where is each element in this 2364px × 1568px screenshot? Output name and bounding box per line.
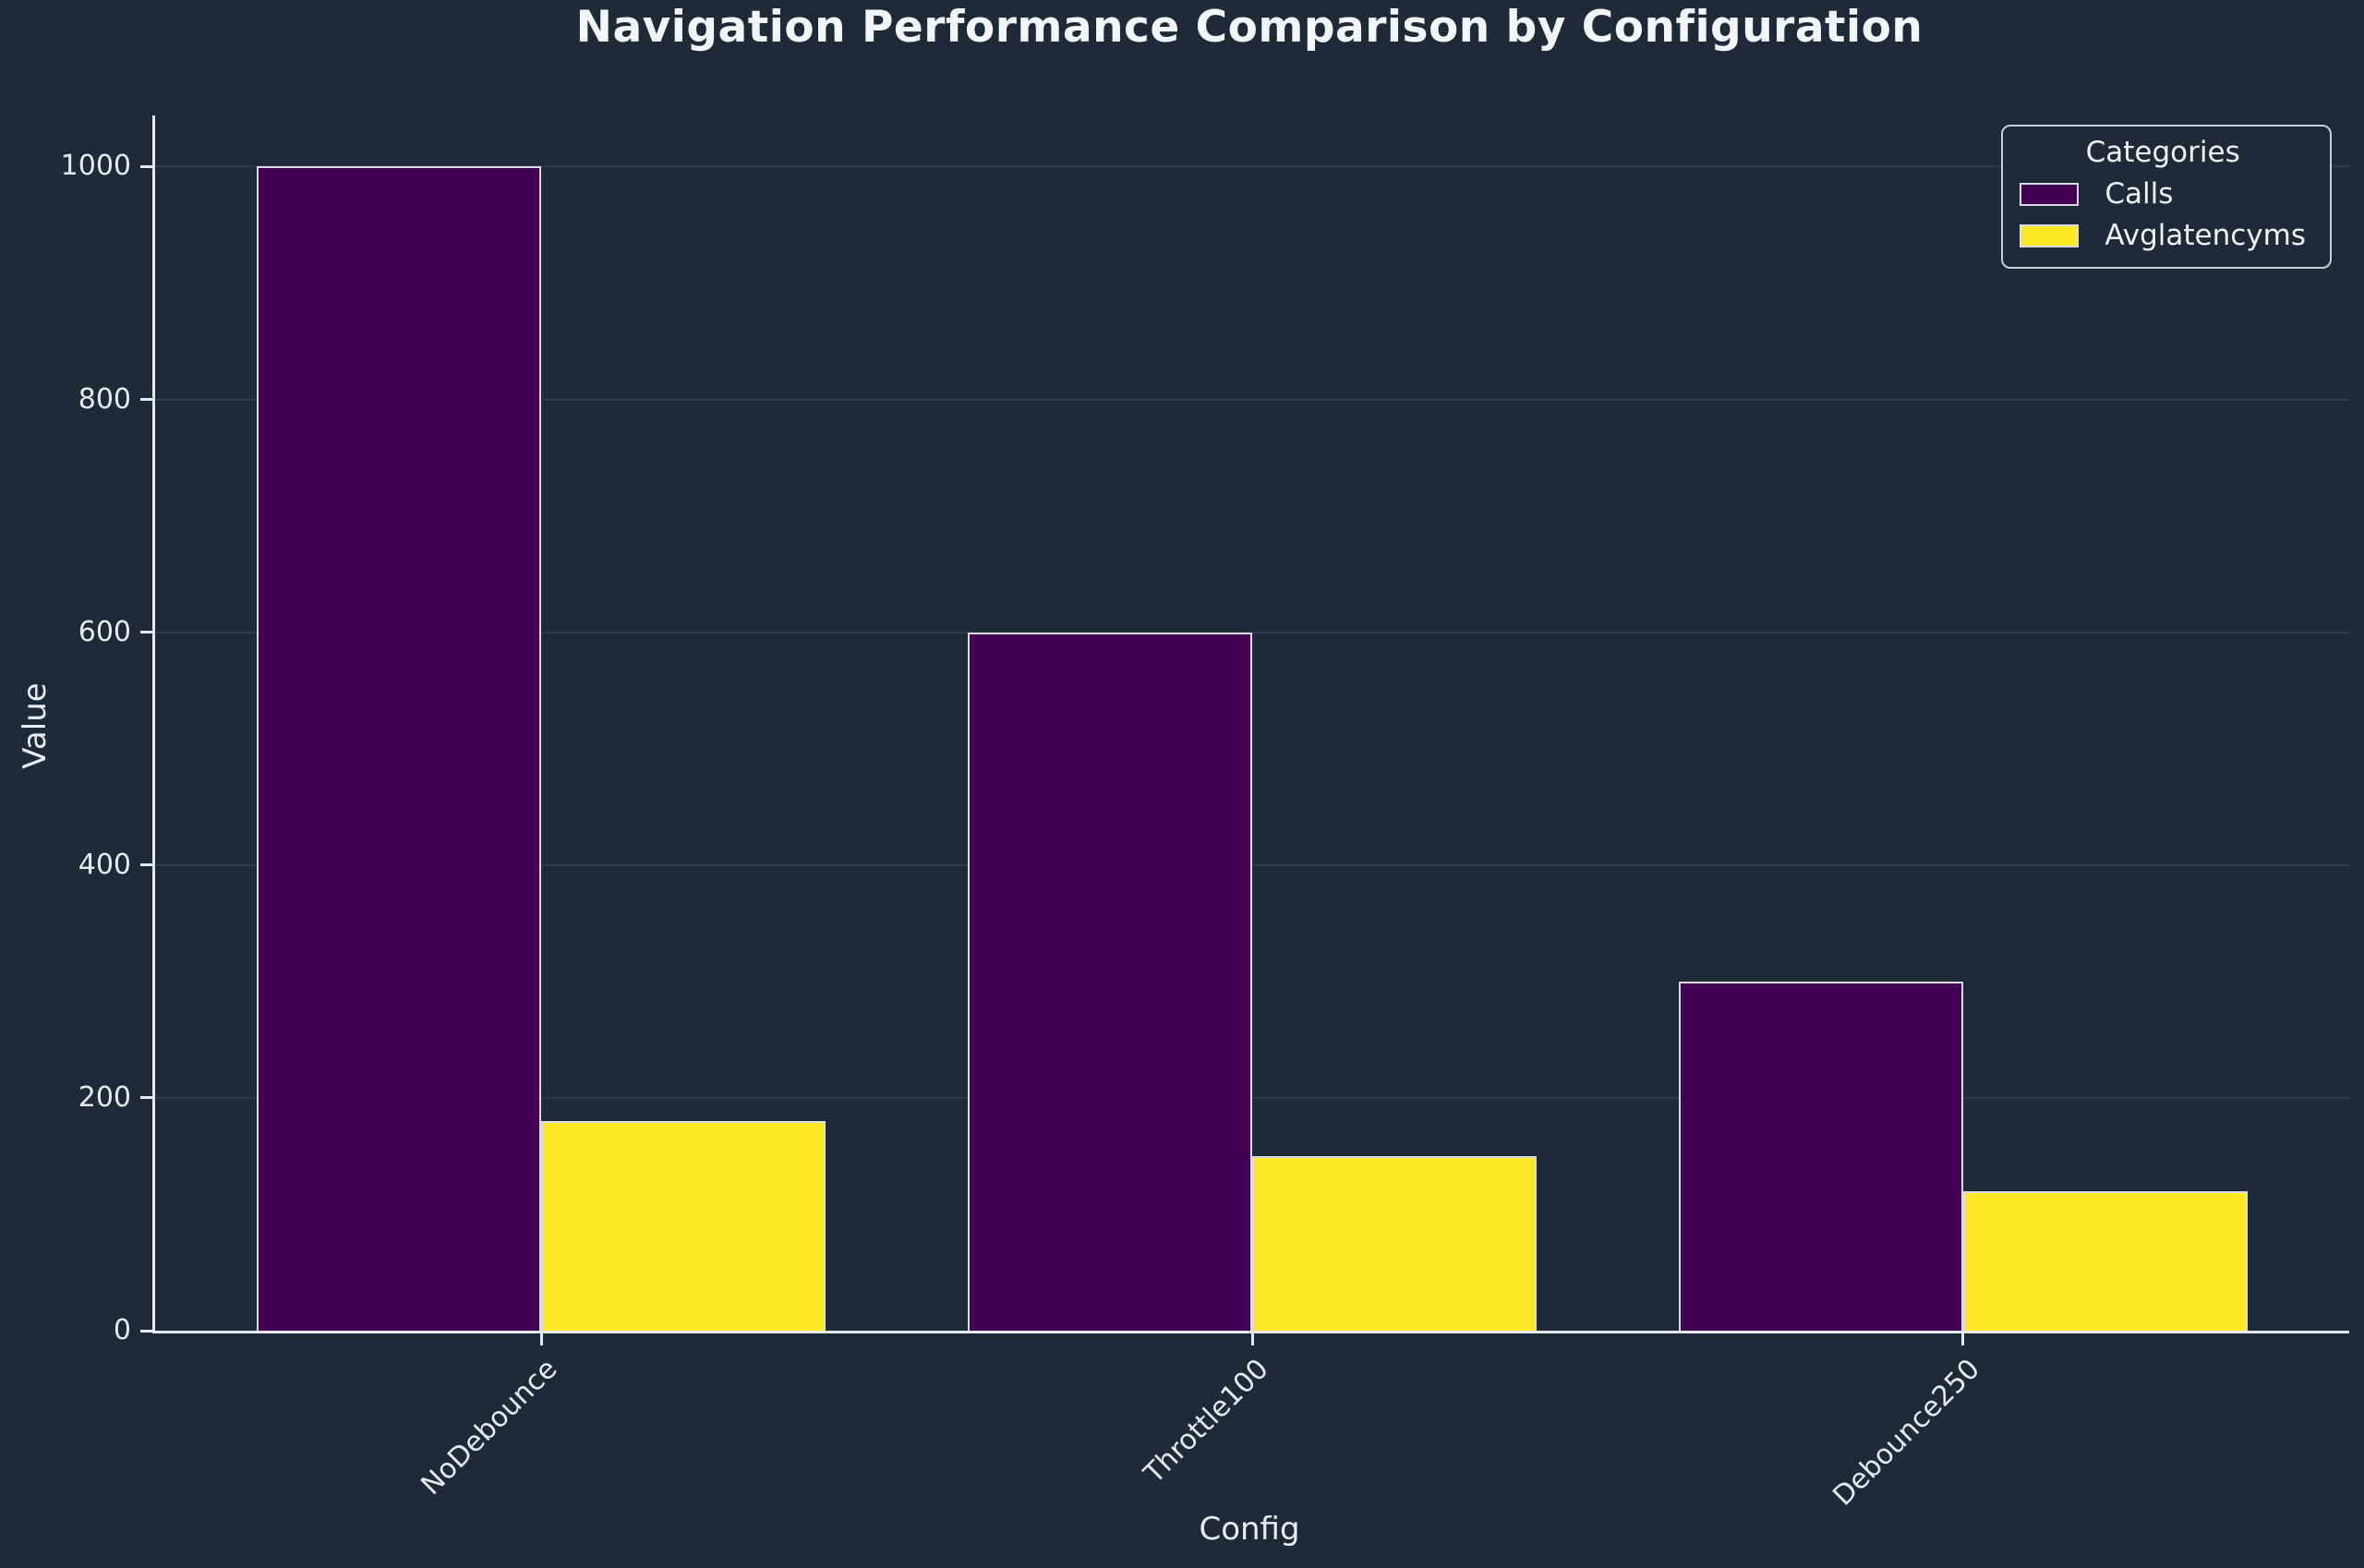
- y-tick-mark-600: [140, 631, 152, 634]
- x-tick-mark-2: [1961, 1333, 1965, 1345]
- x-tick-mark-0: [539, 1333, 543, 1345]
- chart-title: Navigation Performance Comparison by Con…: [575, 2, 1924, 53]
- bar-avglatencyms-throttle100: [1252, 1155, 1537, 1331]
- bar-avglatencyms-debounce250: [1962, 1190, 2248, 1331]
- bar-calls-nodebounce: [257, 166, 542, 1331]
- y-tick-mark-400: [140, 863, 152, 867]
- x-axis-label: Config: [1199, 1511, 1300, 1548]
- y-tick-label-1000: 1000: [60, 150, 131, 183]
- x-tick-mark-1: [1250, 1333, 1254, 1345]
- y-tick-mark-1000: [140, 164, 152, 168]
- legend: Categories Calls Avglatencyms: [2001, 125, 2332, 269]
- gridline-800: [155, 398, 2349, 401]
- y-tick-label-0: 0: [113, 1314, 131, 1346]
- x-tick-label-throttle100: Throttle100: [1138, 1353, 1275, 1490]
- gridline-200: [155, 1096, 2349, 1099]
- y-tick-label-400: 400: [78, 848, 131, 881]
- bar-avglatencyms-nodebounce: [541, 1121, 826, 1331]
- legend-entry-avglatencyms: Avglatencyms: [2020, 219, 2306, 252]
- bar-calls-debounce250: [1678, 981, 1963, 1331]
- y-tick-mark-800: [140, 398, 152, 402]
- y-axis-label: Value: [17, 682, 54, 769]
- x-tick-label-nodebounce: NoDebounce: [415, 1353, 564, 1502]
- legend-swatch-calls: [2020, 182, 2080, 206]
- gridline-600: [155, 631, 2349, 633]
- legend-label-calls: Calls: [2105, 177, 2174, 211]
- x-tick-label-debounce250: Debounce250: [1826, 1353, 1986, 1513]
- legend-entry-calls: Calls: [2020, 177, 2306, 211]
- legend-title: Categories: [2085, 136, 2240, 169]
- plot-area: 0 200 400 600 800 1000 NoDebounce Throttle100 De…: [61, 115, 2349, 1513]
- y-tick-label-200: 200: [78, 1080, 131, 1114]
- gridline-400: [155, 863, 2349, 866]
- gridline-1000: [155, 165, 2349, 168]
- y-tick-mark-200: [140, 1096, 152, 1100]
- y-tick-mark-0: [140, 1329, 152, 1333]
- y-tick-label-800: 800: [78, 382, 131, 416]
- legend-label-avglatencyms: Avglatencyms: [2105, 219, 2306, 252]
- bar-calls-throttle100: [968, 632, 1252, 1331]
- y-tick-label-600: 600: [78, 615, 131, 648]
- legend-swatch-avglatencyms: [2020, 223, 2080, 247]
- legend-entries: Calls Avglatencyms: [2020, 177, 2306, 252]
